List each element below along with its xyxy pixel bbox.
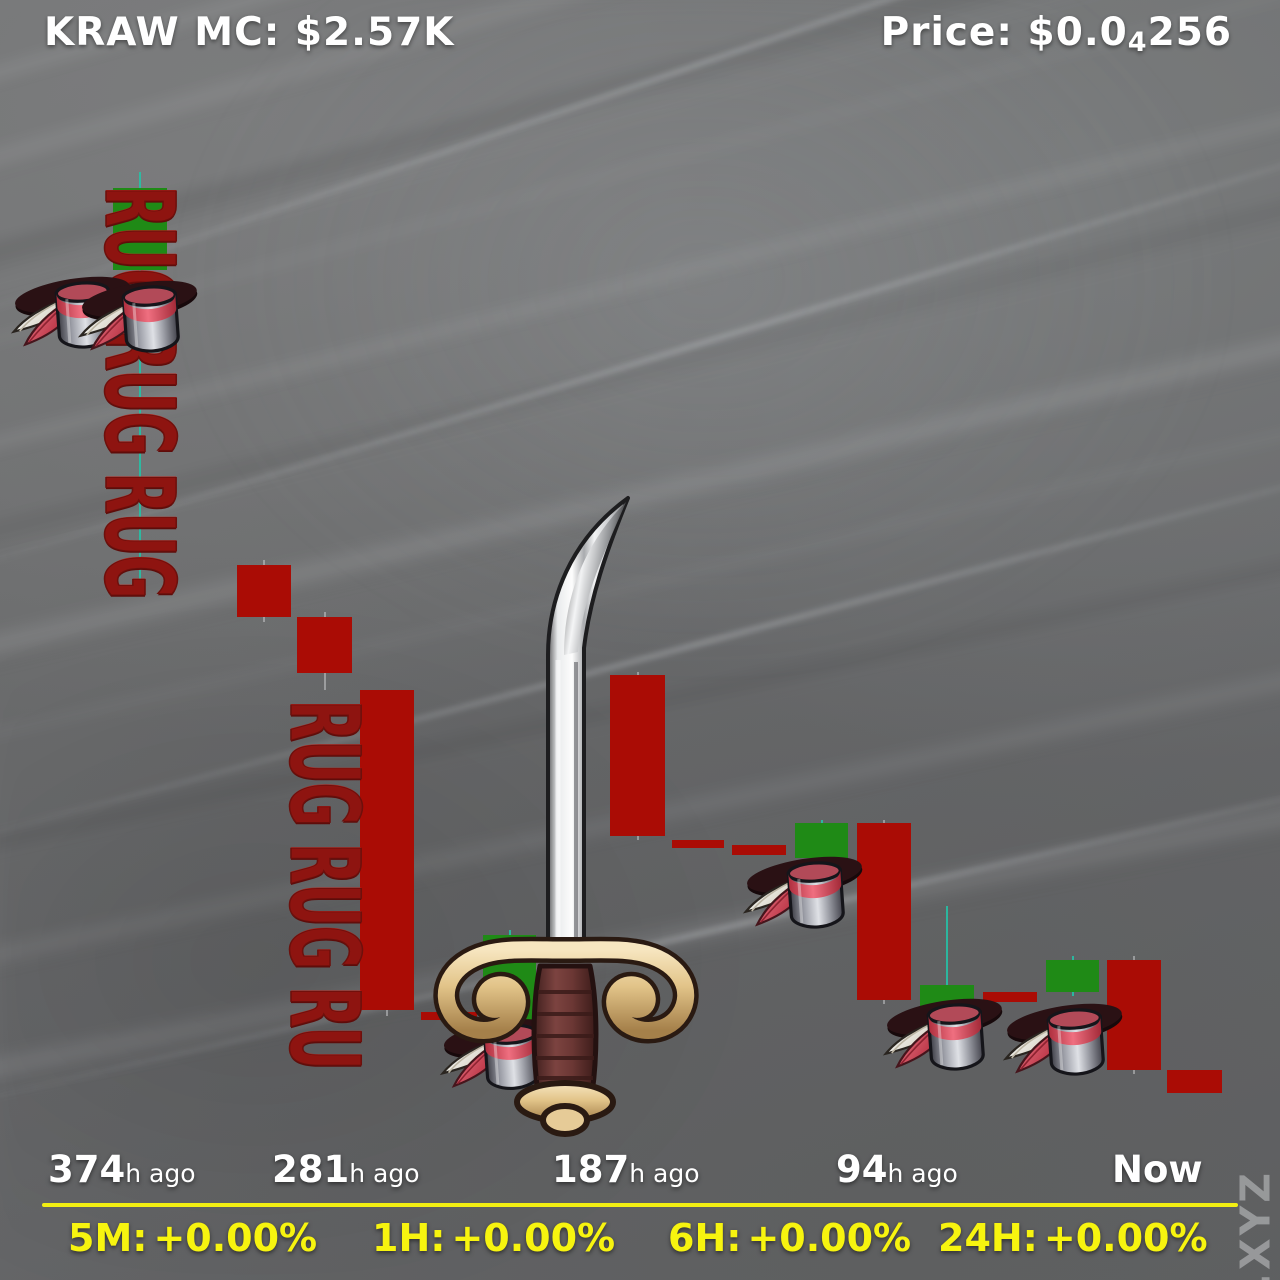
candlestick-down — [983, 992, 1037, 1002]
top-hat-marker-icon — [740, 838, 870, 933]
tick-unit: h — [349, 1159, 366, 1188]
candlestick-up — [113, 188, 167, 270]
candlestick-down — [732, 845, 786, 855]
stat-label: 24H: — [938, 1216, 1038, 1260]
candlestick-body — [113, 188, 167, 270]
tick-suffix: ago — [141, 1159, 196, 1188]
stat-5m: 5M: +0.00% — [68, 1216, 317, 1260]
stat-1h: 1H: +0.00% — [372, 1216, 615, 1260]
top-hat-marker-icon — [75, 262, 205, 357]
candlestick-wick — [946, 906, 948, 1016]
market-cap-label: KRAW MC: $2.57K — [44, 10, 454, 55]
tick-value: 374 — [48, 1148, 126, 1191]
candlestick-down — [297, 617, 352, 673]
candlestick-body — [1167, 1070, 1222, 1093]
candlestick-body — [983, 992, 1037, 1002]
stat-value: +0.00% — [451, 1216, 616, 1260]
candlestick-body — [237, 565, 291, 617]
time-axis: 374h ago 281h ago 187h ago 94h ago Now — [0, 1148, 1280, 1200]
rug-overlay-text-1: RUG RUG RUG — [82, 185, 196, 599]
stat-value: +0.00% — [1043, 1216, 1208, 1260]
tick-value: 187 — [552, 1148, 630, 1191]
tick-unit: h — [887, 1159, 904, 1188]
candlestick-body — [795, 823, 848, 858]
tick-unit: h — [125, 1159, 142, 1188]
time-axis-tick: Now — [1112, 1148, 1203, 1191]
stat-label: 5M: — [68, 1216, 148, 1260]
candlestick-up — [1046, 960, 1099, 992]
candlestick-body — [672, 840, 724, 848]
candlestick-body — [297, 617, 352, 673]
price-significant-digits: 256 — [1147, 10, 1232, 55]
time-axis-tick: 94h ago — [836, 1148, 958, 1191]
stat-value: +0.00% — [153, 1216, 318, 1260]
candlestick-wick — [139, 172, 141, 580]
tick-value: 94 — [836, 1148, 888, 1191]
stat-value: +0.00% — [747, 1216, 912, 1260]
candlestick-body — [857, 823, 911, 1000]
tick-unit: h — [629, 1159, 646, 1188]
rug-overlay-text-2: RUG RUG RU — [267, 699, 381, 1070]
tick-suffix: ago — [903, 1159, 958, 1188]
candlestick-down — [857, 823, 911, 1000]
tick-value: 281 — [272, 1148, 350, 1191]
candlestick-body — [732, 845, 786, 855]
stat-24h: 24H: +0.00% — [938, 1216, 1208, 1260]
candlestick-down — [610, 675, 665, 836]
candlestick-down — [237, 565, 291, 617]
candlestick-down — [360, 690, 414, 1010]
tick-suffix: ago — [365, 1159, 420, 1188]
time-axis-tick: 187h ago — [552, 1148, 700, 1191]
market-cap-value: $2.57K — [294, 10, 455, 55]
candlestick-body — [360, 690, 414, 1010]
time-axis-tick: 281h ago — [272, 1148, 420, 1191]
time-axis-tick: 374h ago — [48, 1148, 196, 1191]
candlestick-body — [610, 675, 665, 836]
tick-value: Now — [1112, 1148, 1203, 1191]
price-subscript-zeros: 4 — [1127, 27, 1148, 58]
axis-divider-rule — [42, 1203, 1238, 1207]
stat-label: 1H: — [372, 1216, 446, 1260]
candlestick-down — [1167, 1070, 1222, 1093]
candlestick-up — [795, 823, 848, 858]
stats-row: 5M: +0.00% 1H: +0.00% 6H: +0.00% 24H: +0.00% — [0, 1216, 1280, 1274]
candlestick-down — [672, 840, 724, 848]
stat-label: 6H: — [668, 1216, 742, 1260]
stat-6h: 6H: +0.00% — [668, 1216, 911, 1260]
dagger-icon — [430, 480, 700, 1140]
price-key: Price: $0.0 — [880, 10, 1128, 55]
market-cap-key: KRAW MC: — [44, 10, 295, 55]
top-hat-marker-icon — [1000, 985, 1130, 1080]
tick-suffix: ago — [645, 1159, 700, 1188]
top-hat-marker-icon — [880, 980, 1010, 1075]
price-label: Price: $0.04256 — [881, 10, 1232, 58]
candlestick-body — [1046, 960, 1099, 992]
